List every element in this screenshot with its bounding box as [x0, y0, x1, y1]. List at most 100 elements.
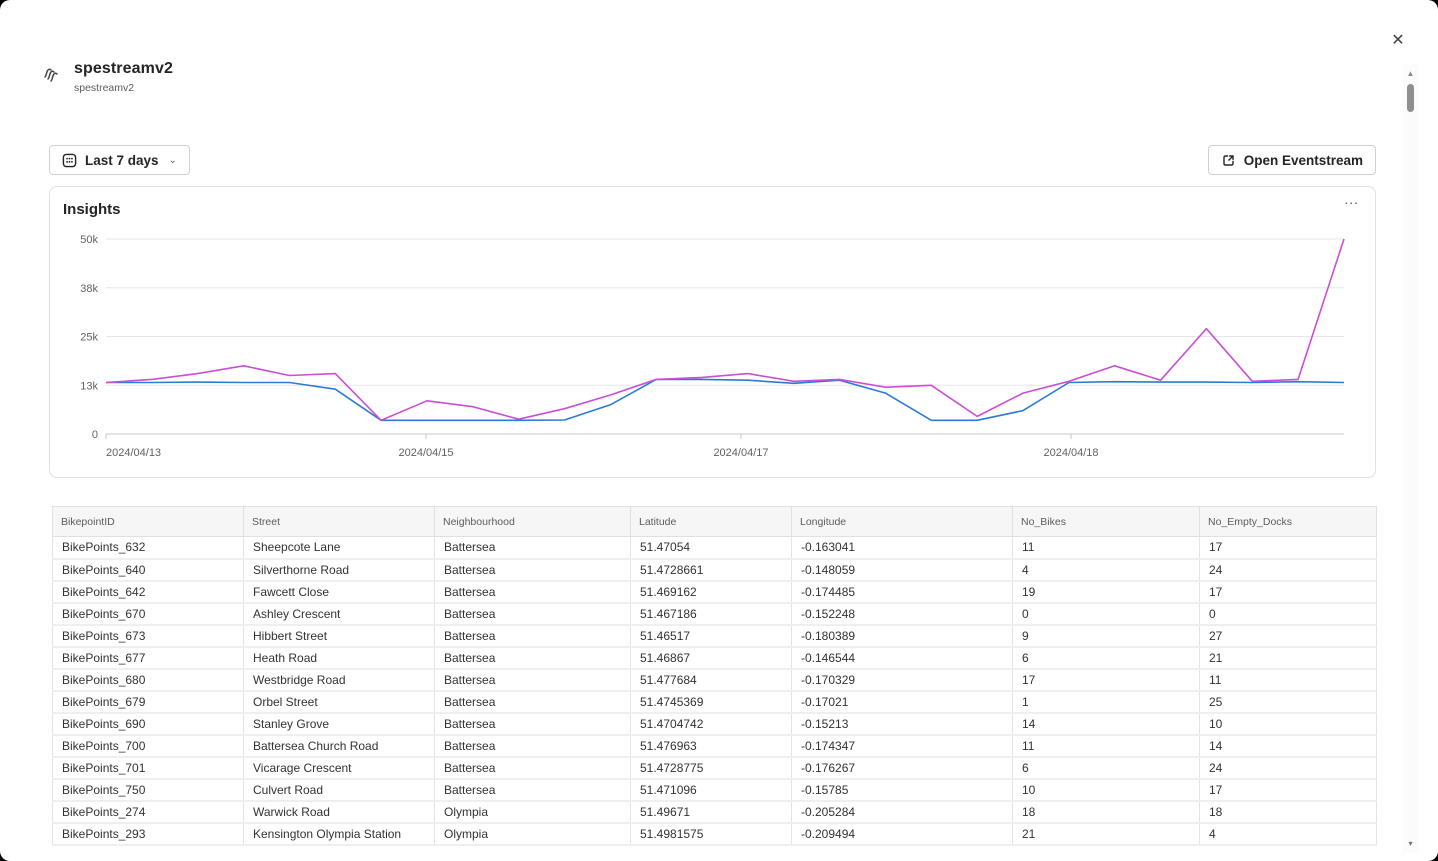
svg-text:25k: 25k — [80, 332, 98, 344]
page-title: spestreamv2 — [74, 60, 173, 77]
table-cell: 0 — [1012, 602, 1200, 626]
table-cell: Olympia — [434, 800, 631, 824]
table-cell: Vicarage Crescent — [243, 756, 435, 780]
table-cell: -0.15213 — [791, 712, 1013, 736]
table-row: BikePoints_677 Heath Road Battersea 51.4686… — [52, 646, 1377, 670]
table-cell: -0.176267 — [791, 756, 1013, 780]
table-cell: Battersea — [434, 602, 631, 626]
table-cell: Olympia — [434, 822, 631, 846]
time-range-label: Last 7 days — [85, 152, 159, 168]
time-range-dropdown[interactable]: Last 7 days ⌄ — [49, 145, 190, 175]
table-cell: Ashley Crescent — [243, 602, 435, 626]
table-cell: Fawcett Close — [243, 580, 435, 604]
column-header-no_bikes: No_Bikes — [1012, 506, 1200, 537]
table-cell: -0.205284 — [791, 800, 1013, 824]
table-cell: 51.4704742 — [630, 712, 792, 736]
table-cell: Battersea — [434, 668, 631, 692]
table-cell: BikePoints_677 — [52, 646, 244, 670]
table-cell: 19 — [1012, 580, 1200, 604]
table-cell: BikePoints_700 — [52, 734, 244, 758]
table-cell: BikePoints_701 — [52, 756, 244, 780]
table-cell: 6 — [1012, 756, 1200, 780]
table-cell: Sheepcote Lane — [243, 536, 435, 560]
table-cell: 6 — [1012, 646, 1200, 670]
table-cell: BikePoints_293 — [52, 822, 244, 846]
table-row: BikePoints_274 Warwick Road Olympia 51.4967… — [52, 800, 1377, 824]
table-cell: BikePoints_673 — [52, 624, 244, 648]
insights-title: Insights — [63, 201, 121, 218]
table-cell: 1 — [1012, 690, 1200, 714]
table-cell: Orbel Street — [243, 690, 435, 714]
table-cell: Culvert Road — [243, 778, 435, 802]
table-row: BikePoints_642 Fawcett Close Battersea 51.4… — [52, 580, 1377, 604]
table-row: BikePoints_701 Vicarage Crescent Battersea… — [52, 756, 1377, 780]
table-row: BikePoints_293 Kensington Olympia Station… — [52, 822, 1377, 846]
table-cell: Westbridge Road — [243, 668, 435, 692]
table-cell: Hibbert Street — [243, 624, 435, 648]
table-cell: Battersea — [434, 558, 631, 582]
dialog-header: spestreamv2 spestreamv2 — [40, 60, 173, 94]
table-cell: 51.4728775 — [630, 756, 792, 780]
insights-card: Insights ... 50k 38k 25k 13k 0 2024/04/13 2024… — [49, 186, 1376, 478]
table-cell: 4 — [1199, 822, 1377, 846]
table-cell: Battersea — [434, 712, 631, 736]
open-eventstream-label: Open Eventstream — [1243, 152, 1363, 168]
table-cell: Battersea — [434, 734, 631, 758]
table-row: BikePoints_632 Sheepcote Lane Battersea 51.… — [52, 536, 1377, 560]
line-chart-svg: 50k 38k 25k 13k 0 2024/04/13 2024/04/15 2024/04… — [80, 234, 1345, 459]
column-header-latitude: Latitude — [630, 506, 792, 537]
table-cell: 51.49671 — [630, 800, 792, 824]
open-eventstream-button[interactable]: Open Eventstream — [1207, 145, 1376, 175]
table-cell: 4 — [1012, 558, 1200, 582]
table-cell: 10 — [1012, 778, 1200, 802]
table-row: BikePoints_700 Battersea Church Road Batte… — [52, 734, 1377, 758]
table-cell: Battersea — [434, 778, 631, 802]
close-icon[interactable]: ✕ — [1388, 30, 1408, 50]
scroll-down-icon[interactable]: ▾ — [1408, 839, 1413, 848]
svg-text:2024/04/17: 2024/04/17 — [713, 447, 768, 459]
chevron-down-icon: ⌄ — [168, 154, 177, 166]
table-cell: Battersea — [434, 646, 631, 670]
table-cell: -0.148059 — [791, 558, 1013, 582]
svg-text:2024/04/18: 2024/04/18 — [1043, 447, 1098, 459]
table-cell: 24 — [1199, 558, 1377, 582]
more-options-icon[interactable]: ... — [1344, 191, 1359, 207]
table-cell: 0 — [1199, 602, 1377, 626]
scrollbar-thumb[interactable] — [1407, 84, 1414, 112]
table-cell: Battersea — [434, 536, 631, 560]
table-cell: BikePoints_274 — [52, 800, 244, 824]
table-cell: -0.152248 — [791, 602, 1013, 626]
table-cell: 51.47054 — [630, 536, 792, 560]
table-cell: 11 — [1199, 668, 1377, 692]
table-cell: -0.17021 — [791, 690, 1013, 714]
data-preview-table: BikepointID Street Neighbourhood Latitude Lo… — [52, 506, 1377, 846]
table-cell: 14 — [1199, 734, 1377, 758]
table-cell: BikePoints_679 — [52, 690, 244, 714]
table-cell: Battersea — [434, 624, 631, 648]
table-cell: -0.170329 — [791, 668, 1013, 692]
svg-text:2024/04/15: 2024/04/15 — [398, 447, 453, 459]
table-cell: Stanley Grove — [243, 712, 435, 736]
vertical-scrollbar[interactable]: ▲ ▾ — [1403, 64, 1418, 853]
table-row: BikePoints_690 Stanley Grove Battersea 51.4… — [52, 712, 1377, 736]
table-cell: BikePoints_642 — [52, 580, 244, 604]
table-cell: BikePoints_640 — [52, 558, 244, 582]
table-cell: 18 — [1012, 800, 1200, 824]
table-cell: 51.4728661 — [630, 558, 792, 582]
table-cell: 21 — [1199, 646, 1377, 670]
svg-text:0: 0 — [92, 429, 98, 441]
table-cell: 17 — [1012, 668, 1200, 692]
table-row: BikePoints_640 Silverthorne Road Battersea… — [52, 558, 1377, 582]
svg-text:50k: 50k — [80, 234, 98, 246]
table-cell: 51.471096 — [630, 778, 792, 802]
table-cell: -0.180389 — [791, 624, 1013, 648]
scroll-up-icon[interactable]: ▲ — [1406, 69, 1415, 78]
table-cell: 25 — [1199, 690, 1377, 714]
table-row: BikePoints_680 Westbridge Road Battersea 51… — [52, 668, 1377, 692]
table-cell: 27 — [1199, 624, 1377, 648]
table-cell: 51.46867 — [630, 646, 792, 670]
svg-text:38k: 38k — [80, 283, 98, 295]
table-header: BikepointID Street Neighbourhood Latitude Lo… — [52, 506, 1377, 537]
table-cell: BikePoints_670 — [52, 602, 244, 626]
table-cell: 11 — [1012, 734, 1200, 758]
